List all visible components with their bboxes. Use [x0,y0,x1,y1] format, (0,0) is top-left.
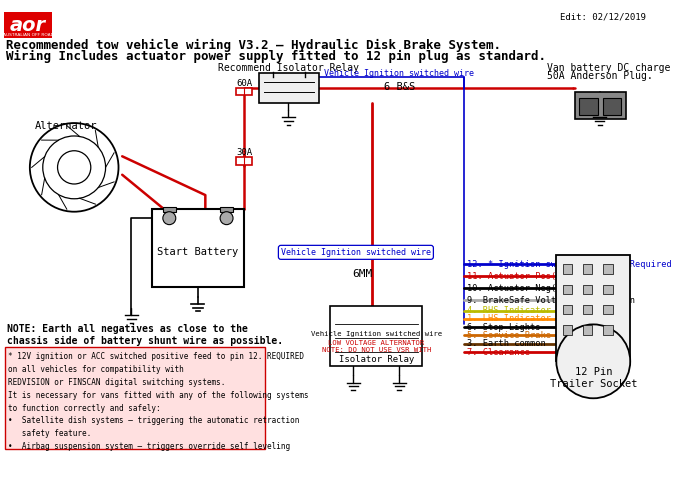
Bar [603,285,612,294]
Bar [583,264,592,273]
Text: Edit: 02/12/2019: Edit: 02/12/2019 [560,12,646,22]
Text: Vehicle Ignition switched wire: Vehicle Ignition switched wire [323,69,474,77]
Text: Vehicle Ignition switched wire: Vehicle Ignition switched wire [281,248,431,257]
Bar [236,157,253,164]
Text: * 12V ignition or ACC switched positive feed to pin 12. REQUIRED
on all vehicles: * 12V ignition or ACC switched positive … [8,352,308,451]
Text: 30A: 30A [236,148,252,157]
Text: Isolator Relay: Isolator Relay [339,355,414,364]
Bar [236,88,253,95]
Bar [583,326,592,335]
Text: Start Battery: Start Battery [158,247,239,257]
Bar [580,98,598,115]
Bar [220,207,233,212]
Text: 12. * Ignition switched wire – Required: 12. * Ignition switched wire – Required [467,260,671,269]
Bar [603,264,612,273]
Bar [575,92,626,120]
Bar [5,348,265,449]
Text: NOTE: Earth all negatives as close to the
chassis side of battery shunt wire as : NOTE: Earth all negatives as close to th… [7,325,283,346]
Circle shape [163,212,176,225]
Bar [556,255,630,361]
Bar [603,326,612,335]
Text: 6MM: 6MM [352,269,372,279]
Text: 6 B&S: 6 B&S [384,82,415,92]
Text: 11. Actuator Pos(+): 11. Actuator Pos(+) [467,272,566,281]
Text: 9. BrakeSafe Volt Monitor Option: 9. BrakeSafe Volt Monitor Option [467,296,635,305]
Bar [583,305,592,314]
Bar [603,98,621,115]
Text: 5. Service Brake: 5. Service Brake [467,331,551,340]
Text: 6. Stop Lights: 6. Stop Lights [467,323,540,332]
Text: 1. LHS Indicator: 1. LHS Indicator [467,315,551,323]
Text: 7. Clearance: 7. Clearance [467,348,530,357]
Text: 50A Anderson Plug.: 50A Anderson Plug. [547,71,653,81]
Text: Vehicle Ignition switched wire: Vehicle Ignition switched wire [311,331,442,337]
Bar [563,264,572,273]
Bar [583,285,592,294]
Text: Van battery DC charge: Van battery DC charge [547,63,671,73]
Text: 10. Actuator Neg(-): 10. Actuator Neg(-) [467,284,566,293]
Text: 3. Earth common: 3. Earth common [467,339,545,348]
Text: LOW VOLTAGE ALTERNATOR: LOW VOLTAGE ALTERNATOR [328,340,424,346]
Text: Recommend Isolator Relay: Recommend Isolator Relay [218,63,359,73]
Bar [4,12,52,38]
Text: Alternator: Alternator [34,121,97,131]
Text: 60A: 60A [236,79,252,88]
Bar [603,305,612,314]
Text: 4. RHS Indicator: 4. RHS Indicator [467,306,551,315]
Circle shape [556,325,630,398]
Bar [563,326,572,335]
Bar [563,305,572,314]
Text: NOTE: DO NOT USE VSR WITH: NOTE: DO NOT USE VSR WITH [321,347,431,353]
Text: AUSTRALIAN OFF ROAD: AUSTRALIAN OFF ROAD [3,33,53,37]
Text: 12 Pin
Trailer Socket: 12 Pin Trailer Socket [550,367,637,389]
Bar [563,285,572,294]
Bar [152,209,244,287]
Text: aor: aor [10,16,46,34]
Bar [330,306,422,366]
Text: Recommended tow vehicle wiring V3.2 – Hydraulic Disk Brake System.: Recommended tow vehicle wiring V3.2 – Hy… [6,39,500,52]
Bar [259,73,319,103]
Text: Wiring Includes actuator power supply fitted to 12 pin plug as standard.: Wiring Includes actuator power supply fi… [6,50,546,63]
Circle shape [220,212,233,225]
Bar [163,207,176,212]
